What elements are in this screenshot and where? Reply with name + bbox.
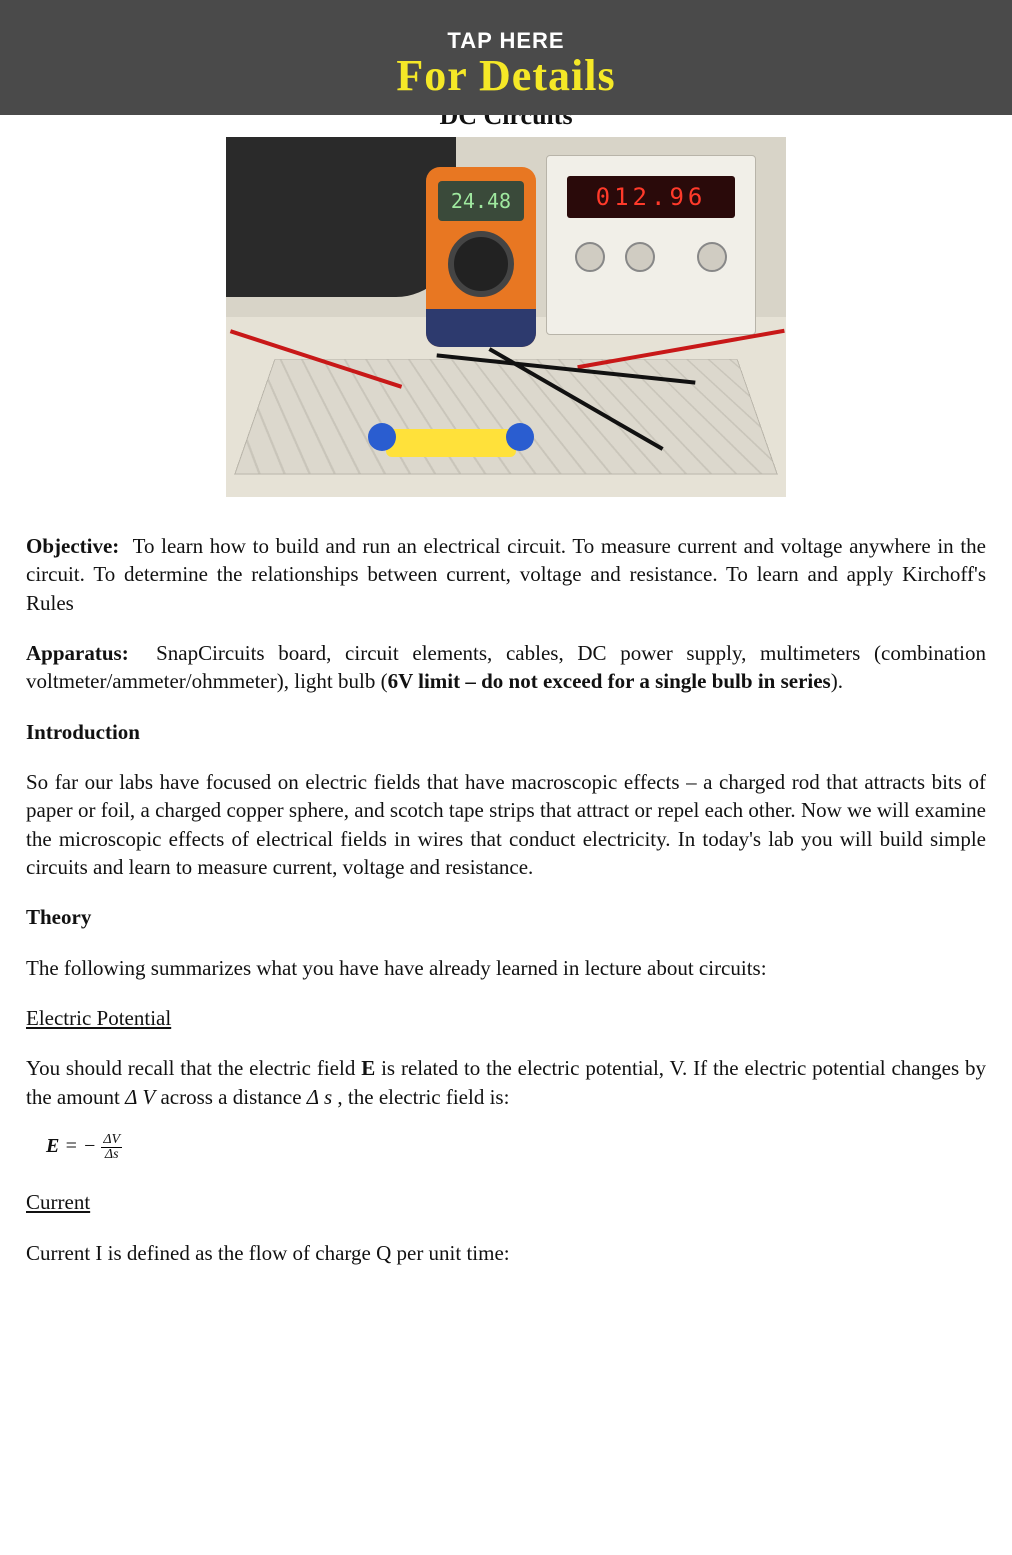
electric-potential-heading: Electric Potential <box>26 1004 986 1032</box>
current-heading: Current <box>26 1188 986 1216</box>
multimeter-dial <box>448 231 514 297</box>
for-details-label: For Details <box>0 50 1012 101</box>
formula-lhs: E <box>46 1135 59 1157</box>
psu-voltage-knob <box>697 242 727 272</box>
formula-denominator: Δs <box>101 1148 122 1162</box>
promo-banner[interactable]: TAP HERE For Details <box>0 0 1012 115</box>
ep-ds: Δ s <box>307 1085 332 1109</box>
theory-heading: Theory <box>26 903 986 931</box>
current-body: Current I is defined as the flow of char… <box>26 1239 986 1267</box>
ep-dV: Δ V <box>125 1085 155 1109</box>
formula-eq: = − <box>59 1135 101 1157</box>
hero-photo: 012.96 24.48 <box>226 137 786 497</box>
introduction-heading: Introduction <box>26 718 986 746</box>
ep-pre: You should recall that the electric fiel… <box>26 1056 361 1080</box>
ep-post: , the electric field is: <box>332 1085 509 1109</box>
introduction-body: So far our labs have focused on electric… <box>26 768 986 881</box>
psu-current-knob <box>575 242 605 272</box>
background-object <box>226 137 456 297</box>
efield-formula: E = − ΔVΔs <box>46 1133 986 1162</box>
objective-paragraph: Objective: To learn how to build and run… <box>26 532 986 617</box>
multimeter-display: 24.48 <box>438 181 524 221</box>
electric-potential-body: You should recall that the electric fiel… <box>26 1054 986 1111</box>
multimeter: 24.48 <box>426 167 536 347</box>
apparatus-text-post: ). <box>831 669 843 693</box>
objective-label: Objective: <box>26 534 119 558</box>
document-body: Objective: To learn how to build and run… <box>0 532 1012 1349</box>
theory-intro: The following summarizes what you have h… <box>26 954 986 982</box>
hero-photo-wrap: 012.96 24.48 <box>0 137 1012 502</box>
formula-fraction: ΔVΔs <box>101 1133 122 1162</box>
snapcircuits-board <box>234 359 778 475</box>
apparatus-paragraph: Apparatus: SnapCircuits board, circuit e… <box>26 639 986 696</box>
resistor-component <box>386 429 516 457</box>
power-supply: 012.96 <box>546 155 756 335</box>
apparatus-label: Apparatus: <box>26 641 129 665</box>
objective-text: To learn how to build and run an electri… <box>26 534 986 615</box>
multimeter-base <box>426 309 536 347</box>
formula-numerator: ΔV <box>101 1133 122 1148</box>
apparatus-bold: 6V limit – do not exceed for a single bu… <box>388 669 831 693</box>
psu-display: 012.96 <box>567 176 735 218</box>
ep-E: E <box>361 1056 375 1080</box>
ep-mid2: across a distance <box>155 1085 307 1109</box>
psu-knob-2 <box>625 242 655 272</box>
